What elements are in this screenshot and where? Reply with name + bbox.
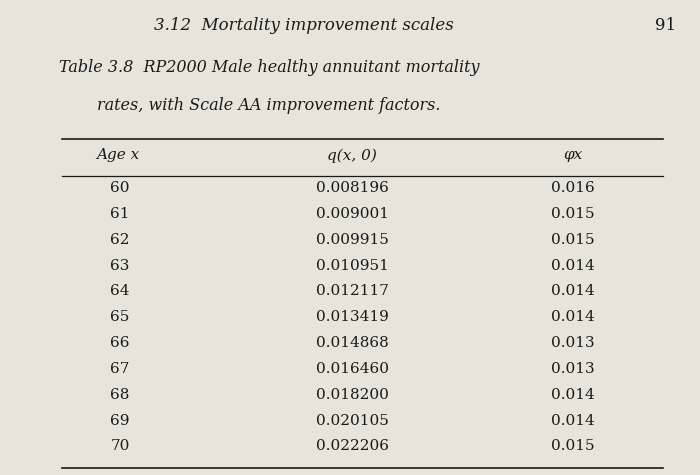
Text: 0.014: 0.014 (551, 258, 595, 273)
Text: 64: 64 (111, 285, 130, 298)
Text: 68: 68 (111, 388, 130, 402)
Text: 91: 91 (655, 17, 676, 34)
Text: 0.014868: 0.014868 (316, 336, 388, 350)
Text: 0.014: 0.014 (551, 388, 595, 402)
Text: 0.018200: 0.018200 (316, 388, 388, 402)
Text: 63: 63 (111, 258, 130, 273)
Text: 0.013: 0.013 (551, 336, 595, 350)
Text: 0.013: 0.013 (551, 362, 595, 376)
Text: 0.014: 0.014 (551, 285, 595, 298)
Text: Age x: Age x (97, 148, 140, 162)
Text: φx: φx (564, 148, 582, 162)
Text: 69: 69 (111, 414, 130, 428)
Text: rates, with Scale AA improvement factors.: rates, with Scale AA improvement factors… (97, 97, 441, 114)
Text: 0.015: 0.015 (551, 439, 595, 453)
Text: 0.016460: 0.016460 (316, 362, 388, 376)
Text: 0.022206: 0.022206 (316, 439, 388, 453)
Text: 0.012117: 0.012117 (316, 285, 388, 298)
Text: 0.015: 0.015 (551, 207, 595, 221)
Text: 0.013419: 0.013419 (316, 310, 388, 324)
Text: 0.016: 0.016 (551, 181, 595, 195)
Text: 70: 70 (111, 439, 130, 453)
Text: 0.010951: 0.010951 (316, 258, 388, 273)
Text: 0.015: 0.015 (551, 233, 595, 247)
Text: 0.014: 0.014 (551, 310, 595, 324)
Text: 0.009915: 0.009915 (316, 233, 388, 247)
Text: Table 3.8  RP2000 Male healthy annuitant mortality: Table 3.8 RP2000 Male healthy annuitant … (59, 59, 480, 76)
Text: 0.014: 0.014 (551, 414, 595, 428)
Text: 67: 67 (111, 362, 130, 376)
Text: 0.008196: 0.008196 (316, 181, 388, 195)
Text: 61: 61 (111, 207, 130, 221)
Text: 65: 65 (111, 310, 130, 324)
Text: 3.12  Mortality improvement scales: 3.12 Mortality improvement scales (154, 17, 454, 34)
Text: 60: 60 (111, 181, 130, 195)
Text: 0.009001: 0.009001 (316, 207, 388, 221)
Text: 0.020105: 0.020105 (316, 414, 388, 428)
Text: q(x, 0): q(x, 0) (327, 148, 377, 163)
Text: 62: 62 (111, 233, 130, 247)
Text: 66: 66 (111, 336, 130, 350)
